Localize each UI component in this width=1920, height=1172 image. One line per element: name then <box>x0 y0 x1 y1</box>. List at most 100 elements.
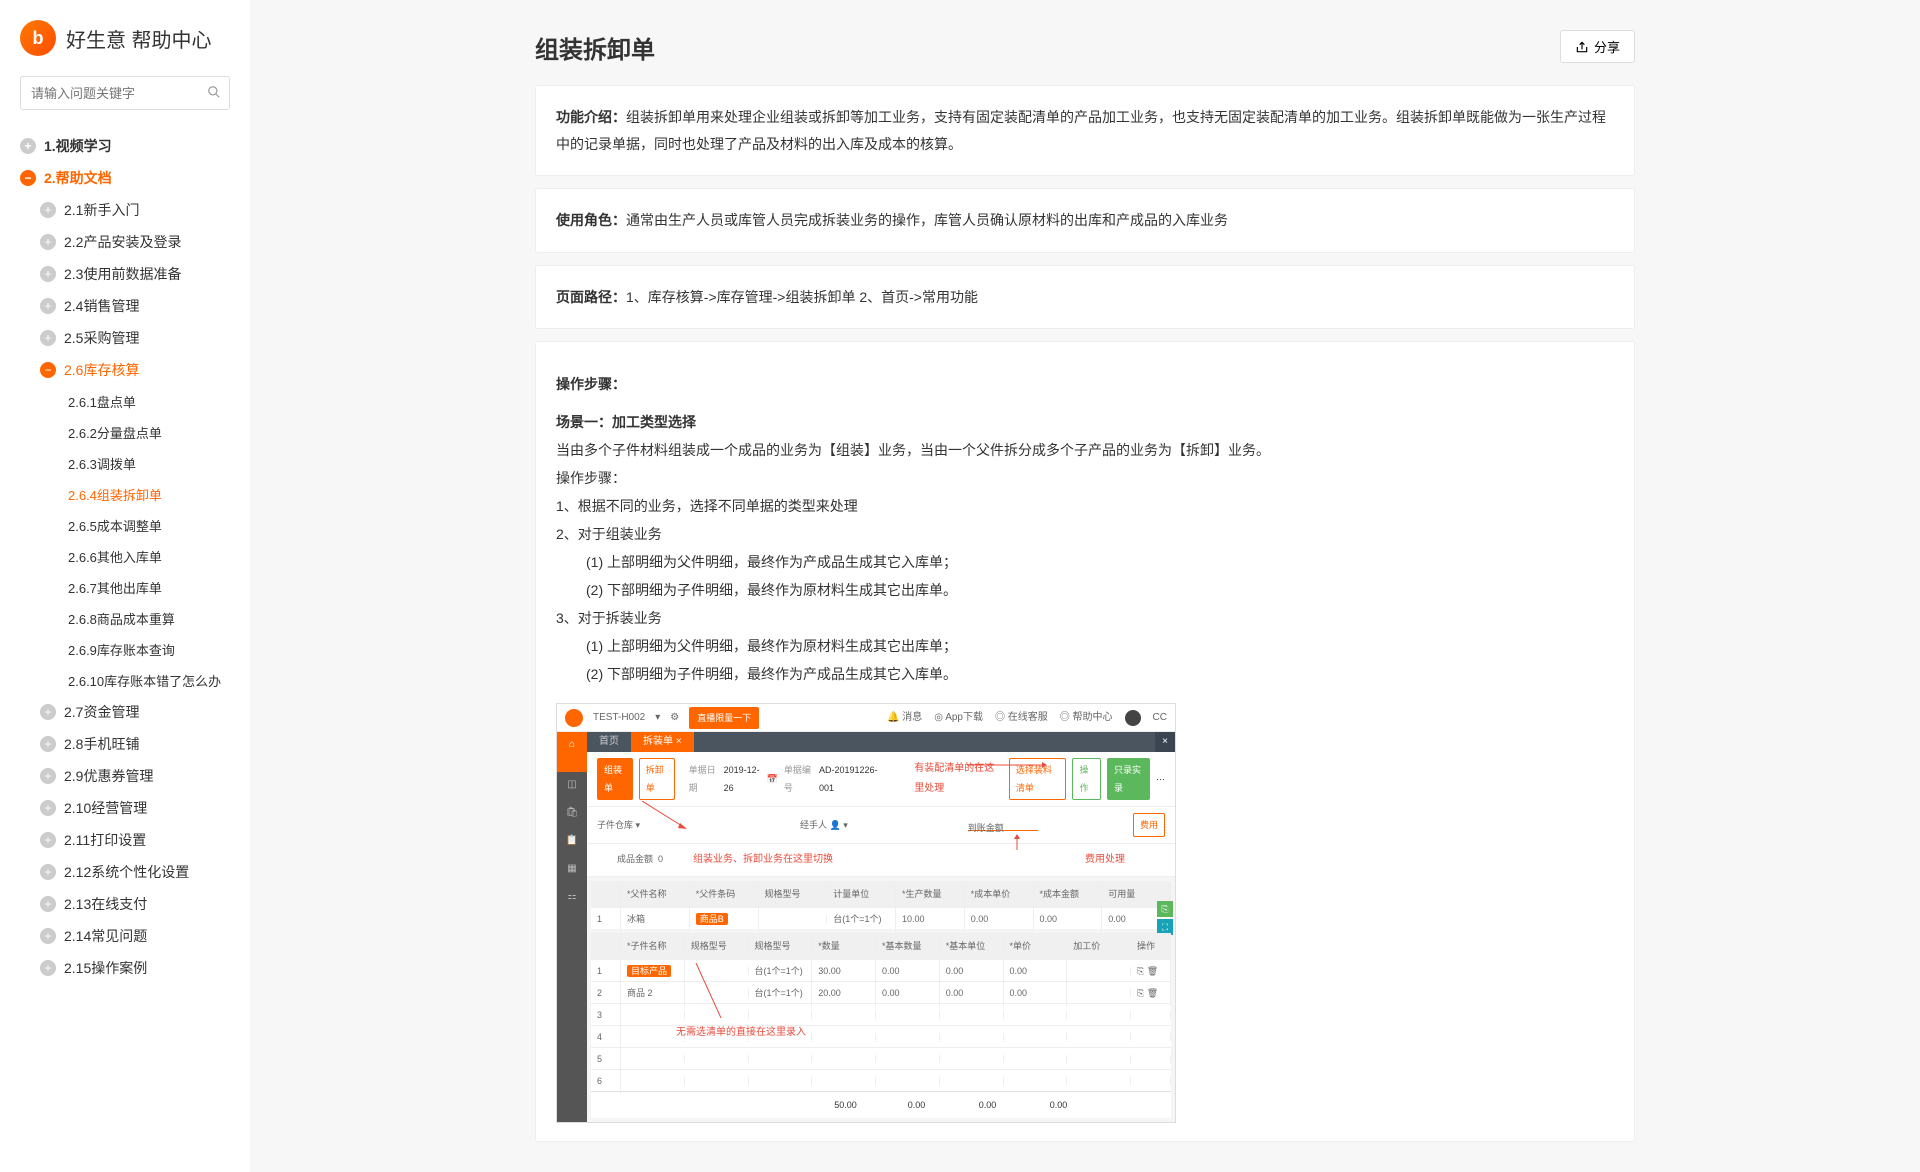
sidebar-item[interactable]: +1.视频学习 <box>20 130 250 162</box>
ss-app-link: ◎ App下载 <box>934 708 983 728</box>
ss-th-cell: 规格型号 <box>685 933 749 959</box>
expand-icon[interactable]: + <box>40 896 56 912</box>
intro-card: 功能介绍：组装拆卸单用来处理企业组装或拆卸等加工业务，支持有固定装配清单的产品加… <box>535 85 1635 176</box>
sidebar-item[interactable]: 2.6.9库存账本查询 <box>20 634 250 665</box>
sidebar: b 好生意 帮助中心 +1.视频学习−2.帮助文档+2.1新手入门+2.2产品安… <box>0 0 250 1172</box>
sidebar-item-label: 2.6.1盘点单 <box>68 392 136 411</box>
sidebar-item[interactable]: +2.4销售管理 <box>20 290 250 322</box>
ss-disassemble-button: 拆卸单 <box>639 758 675 800</box>
ss-td-cell <box>876 1055 940 1063</box>
ss-td-cell <box>940 1011 1004 1019</box>
sidebar-item[interactable]: −2.6库存核算 <box>20 354 250 386</box>
sidebar-item-label: 2.5采购管理 <box>64 328 139 348</box>
ss-table-row: 1目标产品台(1个=1个)30.000.000.000.00⎘ 🗑 <box>591 959 1171 981</box>
ss-fee-button: 费用 <box>1133 813 1165 837</box>
expand-icon[interactable]: + <box>40 864 56 880</box>
ss-th-cell: *父件名称 <box>621 881 690 907</box>
ss-help-link: ◎ 帮助中心 <box>1060 708 1113 728</box>
sidebar-item[interactable]: 2.6.2分量盘点单 <box>20 417 250 448</box>
sidebar-item[interactable]: 2.6.8商品成本重算 <box>20 603 250 634</box>
ss-doc-label: 单据编号 <box>784 761 813 797</box>
sidebar-item[interactable]: +2.1新手入门 <box>20 194 250 226</box>
ss-td-cell <box>812 1077 876 1085</box>
ss-th-cell: 加工价 <box>1067 933 1131 959</box>
expand-icon[interactable]: + <box>40 202 56 218</box>
sidebar-item-label: 2.6.7其他出库单 <box>68 578 162 597</box>
expand-icon[interactable]: + <box>40 704 56 720</box>
expand-icon[interactable]: + <box>40 330 56 346</box>
ss-th-cell: 操作 <box>1131 933 1171 959</box>
share-button[interactable]: 分享 <box>1560 30 1635 63</box>
sidebar-item[interactable]: 2.6.5成本调整单 <box>20 510 250 541</box>
expand-icon[interactable]: + <box>40 266 56 282</box>
sidebar-item[interactable]: +2.3使用前数据准备 <box>20 258 250 290</box>
ss-gear-icon: ⚙ <box>670 708 679 728</box>
ss-td-cell: 冰箱 <box>621 906 690 932</box>
ss-foot-total: 50.00 <box>810 1096 881 1114</box>
step-3-2: (2) 下部明细为子件明细，最终作为产成品生成其它入库单。 <box>556 660 1614 688</box>
ss-td-cell: 6 <box>591 1068 621 1094</box>
sidebar-item[interactable]: +2.7资金管理 <box>20 696 250 728</box>
ss-row3: 成品金额 0 组装业务、拆卸业务在这里切换 费用处理 <box>587 844 1175 877</box>
ss-td-cell: 0.00 <box>876 980 940 1006</box>
sidebar-item[interactable]: +2.11打印设置 <box>20 824 250 856</box>
ss-td-cell <box>876 1011 940 1019</box>
sidebar-item[interactable]: 2.6.6其他入库单 <box>20 541 250 572</box>
ss-td-cell: 0.00 <box>1034 906 1103 932</box>
search-box[interactable] <box>20 76 230 110</box>
sidebar-item[interactable]: +2.12系统个性化设置 <box>20 856 250 888</box>
expand-icon[interactable]: + <box>20 138 36 154</box>
sidebar-item-label: 2.10经营管理 <box>64 798 147 818</box>
expand-icon[interactable]: + <box>40 234 56 250</box>
sidebar-item[interactable]: +2.13在线支付 <box>20 888 250 920</box>
sidebar-item[interactable]: +2.10经营管理 <box>20 792 250 824</box>
collapse-icon[interactable]: − <box>40 362 56 378</box>
ss-nav-icon-3: 📋 <box>565 834 579 848</box>
ss-th-cell <box>591 933 621 959</box>
ss-td-cell <box>685 1055 749 1063</box>
sidebar-item-label: 2.12系统个性化设置 <box>64 862 189 882</box>
ss-td-cell: 1 <box>591 906 621 932</box>
expand-icon[interactable]: + <box>40 928 56 944</box>
sidebar-item-label: 2.帮助文档 <box>44 168 112 188</box>
ss-avatar-icon <box>1125 710 1141 726</box>
ss-topbar: TEST-H002 ▾ ⚙ 直播限量一下 🔔 消息 ◎ App下载 ◎ 在线客服… <box>557 704 1175 732</box>
search-icon[interactable] <box>207 85 221 102</box>
expand-icon[interactable]: + <box>40 768 56 784</box>
steps-title: 操作步骤： <box>556 370 1614 398</box>
ss-th-cell: *数量 <box>812 933 876 959</box>
step-2-1: (1) 上部明细为父件明细，最终作为产成品生成其它入库单； <box>556 548 1614 576</box>
expand-icon[interactable]: + <box>40 960 56 976</box>
sidebar-item[interactable]: +2.15操作案例 <box>20 952 250 984</box>
ss-date-value: 2019-12-26 <box>724 761 761 797</box>
search-input[interactable] <box>31 86 207 101</box>
path-text: 1、库存核算->库存管理->组装拆卸单 2、首页->常用功能 <box>626 289 978 305</box>
sidebar-item[interactable]: +2.14常见问题 <box>20 920 250 952</box>
sidebar-item[interactable]: 2.6.7其他出库单 <box>20 572 250 603</box>
page-title: 组装拆卸单 <box>535 30 655 65</box>
ss-sidenav: ⌂ <box>557 732 587 772</box>
expand-icon[interactable]: + <box>40 298 56 314</box>
sidebar-item-label: 2.9优惠券管理 <box>64 766 153 786</box>
expand-icon[interactable]: + <box>40 832 56 848</box>
sidebar-item[interactable]: +2.9优惠券管理 <box>20 760 250 792</box>
ss-th-cell: *基本数量 <box>876 933 940 959</box>
ss-th-cell: 规格型号 <box>759 881 828 907</box>
sidebar-item[interactable]: 2.6.10库存账本错了怎么办 <box>20 665 250 696</box>
sidebar-item[interactable]: +2.8手机旺铺 <box>20 728 250 760</box>
sidebar-item[interactable]: +2.2产品安装及登录 <box>20 226 250 258</box>
content-card: 操作步骤： 场景一：加工类型选择 当由多个子件材料组装成一个成品的业务为【组装】… <box>535 341 1635 1142</box>
sidebar-item-label: 2.11打印设置 <box>64 830 146 850</box>
sidebar-item[interactable]: 2.6.3调拨单 <box>20 448 250 479</box>
sidebar-item[interactable]: +2.5采购管理 <box>20 322 250 354</box>
collapse-icon[interactable]: − <box>20 170 36 186</box>
ss-td-cell <box>1067 1011 1131 1019</box>
ss-date-label: 单据日期 <box>689 761 718 797</box>
sidebar-item-label: 2.6.3调拨单 <box>68 454 136 473</box>
sidebar-item[interactable]: 2.6.4组装拆卸单 <box>20 479 250 510</box>
sidebar-item[interactable]: 2.6.1盘点单 <box>20 386 250 417</box>
expand-icon[interactable]: + <box>40 800 56 816</box>
ss-table-row: 6 <box>591 1069 1171 1091</box>
expand-icon[interactable]: + <box>40 736 56 752</box>
sidebar-item[interactable]: −2.帮助文档 <box>20 162 250 194</box>
